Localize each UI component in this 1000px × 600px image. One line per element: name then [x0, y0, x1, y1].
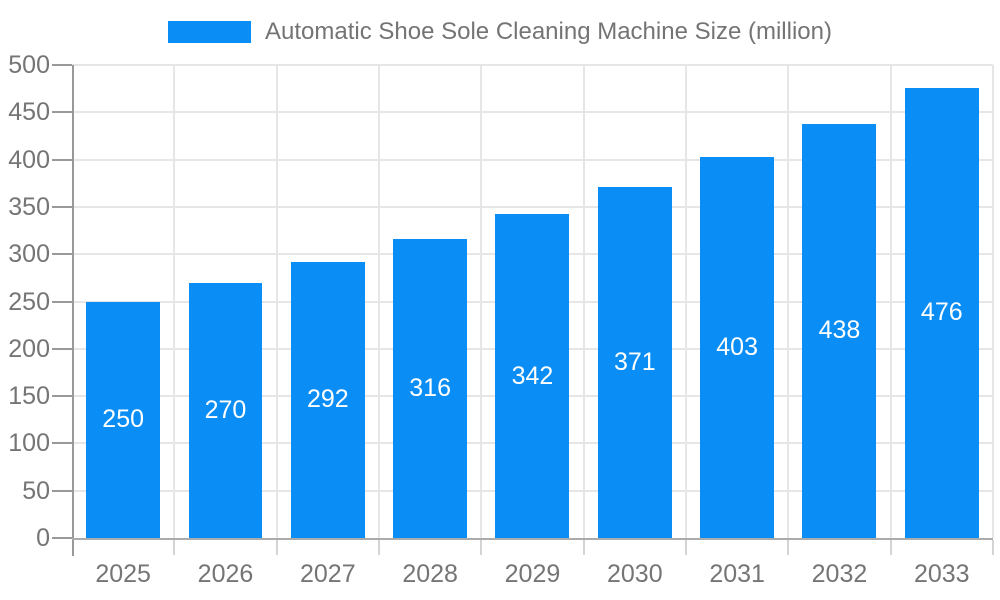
- gridline: [889, 65, 892, 538]
- y-tick-label: 250: [8, 287, 50, 316]
- bar-slot-2028: 316: [379, 65, 481, 538]
- bar-slot-2027: 292: [277, 65, 379, 538]
- y-tick-label: 50: [22, 476, 50, 505]
- bar-2027[interactable]: 292: [290, 261, 365, 538]
- y-tick-label: 0: [36, 524, 50, 552]
- y-tick-label: 100: [8, 429, 50, 458]
- gridline: [685, 65, 687, 538]
- gridline: [72, 111, 993, 114]
- bar-2028[interactable]: 316: [393, 239, 468, 538]
- x-axis-label-2032: 2032: [811, 560, 868, 588]
- y-tick-label: 300: [8, 240, 50, 269]
- bar-2030[interactable]: 371: [597, 187, 672, 538]
- y-tick-mark: [52, 395, 72, 398]
- y-tick-mark: [52, 537, 72, 539]
- gridline: [173, 65, 176, 538]
- y-tick-label: 150: [8, 382, 50, 411]
- bar-2032[interactable]: 438: [802, 123, 877, 538]
- x-tick-mark: [582, 540, 585, 555]
- gridline: [992, 65, 994, 538]
- bar-2029[interactable]: 342: [495, 214, 570, 538]
- bar-slot-2031: 403: [686, 65, 788, 538]
- bar-value-label: 371: [613, 348, 656, 377]
- x-axis-label-2028: 2028: [402, 560, 458, 588]
- gridline: [480, 65, 483, 538]
- x-axis-label-2030: 2030: [606, 560, 663, 588]
- plot-area: 250 270 292 316 342 371 403 438 476: [72, 64, 994, 538]
- y-tick-label: 400: [8, 145, 50, 174]
- gridline: [72, 205, 993, 208]
- y-tick-mark: [52, 442, 72, 445]
- y-tick-mark: [52, 205, 72, 208]
- x-tick-mark: [889, 540, 892, 555]
- bar-slot-2025: 250: [72, 65, 174, 538]
- bar-slot-2030: 371: [584, 65, 686, 538]
- x-tick-mark: [685, 540, 687, 555]
- bar-value-label: 342: [511, 361, 554, 390]
- gridline: [72, 64, 993, 66]
- bar-2033[interactable]: 476: [904, 87, 979, 538]
- bar-slot-2029: 342: [481, 65, 583, 538]
- gridline: [275, 65, 278, 538]
- legend-series-label: Automatic Shoe Sole Cleaning Machine Siz…: [265, 18, 832, 45]
- gridline: [582, 65, 585, 538]
- x-axis-label-2031: 2031: [709, 560, 765, 588]
- x-axis-labels: 2025 2026 2027 2028 2029 2030 2031 2032 2033: [72, 560, 993, 589]
- x-tick-mark: [787, 540, 790, 555]
- x-tick-mark: [992, 540, 994, 555]
- y-tick-mark: [52, 489, 72, 492]
- gridline: [378, 65, 380, 538]
- bar-series: 250 270 292 316 342 371 403 438 476: [72, 65, 993, 538]
- gridline: [72, 158, 993, 161]
- bar-value-label: 292: [306, 385, 349, 414]
- y-tick-mark: [52, 64, 72, 66]
- y-tick-mark: [52, 111, 72, 114]
- bar-value-label: 476: [920, 298, 963, 327]
- x-axis-label-2033: 2033: [913, 560, 970, 588]
- bar-2026[interactable]: 270: [188, 282, 263, 538]
- x-tick-mark: [173, 540, 176, 555]
- y-tick-label: 350: [8, 192, 50, 221]
- y-tick-label: 450: [8, 98, 50, 127]
- bar-value-label: 250: [102, 405, 145, 434]
- y-tick-mark: [52, 253, 72, 256]
- legend-color-swatch: [168, 21, 252, 43]
- bar-2025[interactable]: 250: [86, 301, 161, 538]
- x-tick-mark: [480, 540, 483, 555]
- y-tick-mark: [52, 300, 72, 303]
- y-tick-mark: [52, 158, 72, 161]
- x-tick-mark: [275, 540, 278, 555]
- x-axis-label-2029: 2029: [504, 560, 561, 588]
- x-axis-label-2027: 2027: [300, 560, 356, 588]
- y-tick-mark: [52, 347, 72, 350]
- gridline: [787, 65, 790, 538]
- bar-value-label: 438: [818, 316, 861, 345]
- bar-slot-2033: 476: [891, 65, 993, 538]
- bar-value-label: 316: [409, 374, 451, 403]
- bar-slot-2032: 438: [788, 65, 890, 538]
- y-tick-label: 200: [8, 334, 50, 363]
- chart-legend[interactable]: Automatic Shoe Sole Cleaning Machine Siz…: [0, 18, 1000, 45]
- bar-value-label: 270: [204, 395, 247, 424]
- x-tick-mark: [378, 540, 380, 555]
- bar-value-label: 403: [716, 332, 758, 361]
- bar-2031[interactable]: 403: [700, 156, 775, 538]
- x-axis-label-2025: 2025: [95, 560, 151, 588]
- x-axis-line: [72, 538, 993, 540]
- bar-slot-2026: 270: [174, 65, 276, 538]
- y-axis-line: [72, 65, 74, 556]
- x-axis-label-2026: 2026: [197, 560, 254, 588]
- y-tick-label: 500: [8, 51, 50, 79]
